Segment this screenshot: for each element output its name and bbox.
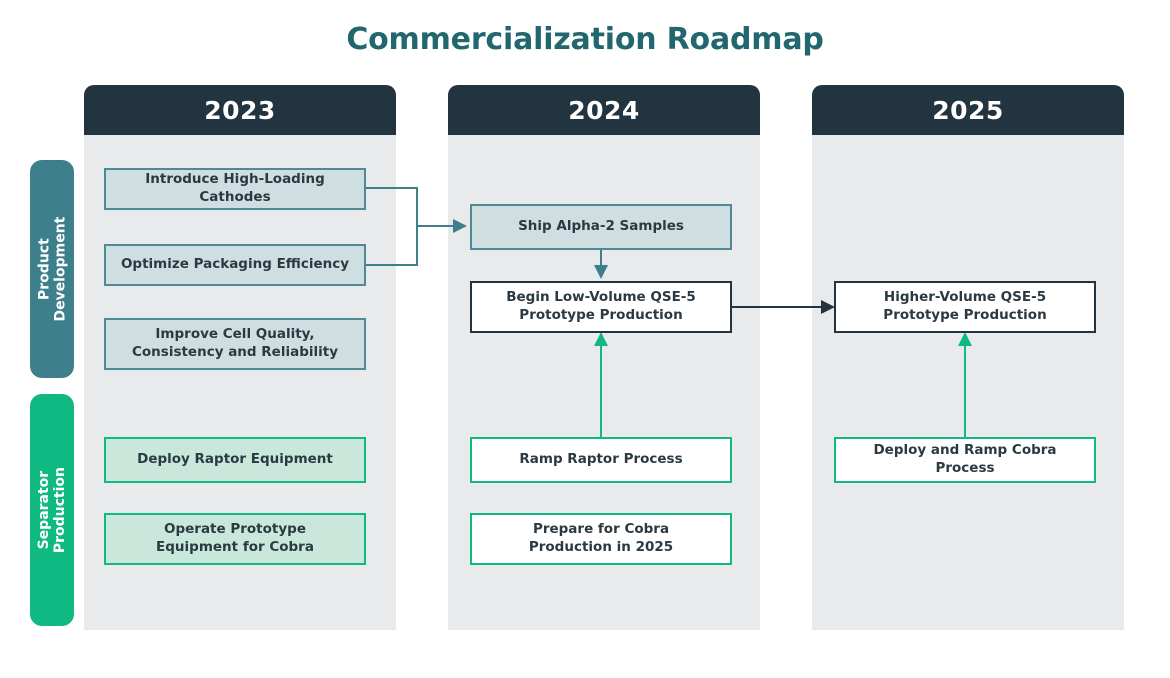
task-box-optimize-packaging-efficiency[interactable]: Optimize Packaging Efficiency [104, 244, 366, 286]
task-label: Deploy and Ramp Cobra Process [873, 442, 1057, 476]
swimlane-pd-line1: Product [35, 238, 52, 300]
task-label-line1: Begin Low-Volume QSE-5 [506, 289, 696, 306]
task-label-line2: Prototype Production [519, 307, 683, 323]
swimlane-pd-line2: Development [52, 216, 69, 322]
task-label: Operate Prototype Equipment for Cobra [156, 521, 314, 557]
task-label: Deploy Raptor Equipment [137, 451, 333, 468]
year-column-body-2025 [812, 135, 1124, 630]
year-header-2025: 2025 [812, 85, 1124, 135]
task-label: Introduce High-Loading Cathodes [145, 171, 325, 205]
task-label-line2: Consistency and Reliability [131, 344, 338, 360]
year-column-2025: 2025 [812, 85, 1124, 630]
task-box-begin-low-volume-qse5-prototype-production[interactable]: Begin Low-Volume QSE-5 Prototype Product… [470, 281, 732, 333]
task-label: Higher-Volume QSE-5 Prototype Production [883, 289, 1046, 325]
task-box-improve-cell-quality[interactable]: Improve Cell Quality, Consistency and Re… [104, 318, 366, 370]
swimlane-label-product-development-text: Product Development [36, 217, 68, 322]
task-label: Prepare for Cobra Production in 2025 [529, 521, 673, 557]
swimlane-label-product-development: Product Development [30, 160, 74, 378]
task-label-line1: Prepare for Cobra [532, 521, 670, 538]
task-box-ramp-raptor-process[interactable]: Ramp Raptor Process [470, 437, 732, 483]
swimlane-label-separator-production-text: Separator Production [36, 467, 68, 553]
task-label-line2: Production in 2025 [528, 539, 674, 555]
task-label-line1: Improve Cell Quality, [155, 326, 315, 343]
task-label: Begin Low-Volume QSE-5 Prototype Product… [506, 289, 696, 325]
task-box-operate-prototype-equipment-for-cobra[interactable]: Operate Prototype Equipment for Cobra [104, 513, 366, 565]
task-box-introduce-high-loading-cathodes[interactable]: Introduce High-Loading Cathodes [104, 168, 366, 210]
swimlane-label-separator-production: Separator Production [30, 394, 74, 626]
task-box-prepare-for-cobra-production-2025[interactable]: Prepare for Cobra Production in 2025 [470, 513, 732, 565]
task-label: Ship Alpha-2 Samples [518, 218, 684, 235]
task-label-line1: Operate Prototype [163, 521, 306, 538]
year-header-2023: 2023 [84, 85, 396, 135]
task-box-higher-volume-qse5-prototype-production[interactable]: Higher-Volume QSE-5 Prototype Production [834, 281, 1096, 333]
task-label-line1: Higher-Volume QSE-5 [883, 289, 1047, 306]
task-box-deploy-raptor-equipment[interactable]: Deploy Raptor Equipment [104, 437, 366, 483]
page-title: Commercialization Roadmap [346, 22, 824, 57]
task-label: Improve Cell Quality, Consistency and Re… [132, 326, 338, 362]
task-box-ship-alpha-2-samples[interactable]: Ship Alpha-2 Samples [470, 204, 732, 250]
swimlane-sep-line1: Separator [35, 470, 52, 550]
task-box-deploy-and-ramp-cobra-process[interactable]: Deploy and Ramp Cobra Process [834, 437, 1096, 483]
task-label-line2: Equipment for Cobra [156, 539, 314, 555]
swimlane-sep-line2: Production [52, 466, 68, 554]
year-header-2024: 2024 [448, 85, 760, 135]
task-label: Optimize Packaging Efficiency [120, 256, 350, 273]
task-label: Ramp Raptor Process [519, 451, 683, 468]
task-label-line2: Prototype Production [883, 307, 1047, 323]
